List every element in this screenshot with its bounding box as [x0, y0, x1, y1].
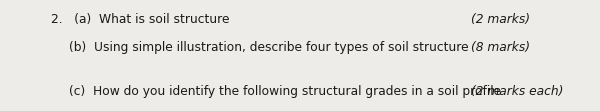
Text: (b)  Using simple illustration, describe four types of soil structure: (b) Using simple illustration, describe …	[69, 41, 469, 54]
Text: (2 marks): (2 marks)	[471, 13, 530, 27]
Text: (2 marks each): (2 marks each)	[471, 84, 563, 98]
Text: (c)  How do you identify the following structural grades in a soil profile: (c) How do you identify the following st…	[69, 84, 501, 98]
Text: (8 marks): (8 marks)	[471, 41, 530, 54]
Text: 2.   (a)  What is soil structure: 2. (a) What is soil structure	[51, 13, 229, 27]
